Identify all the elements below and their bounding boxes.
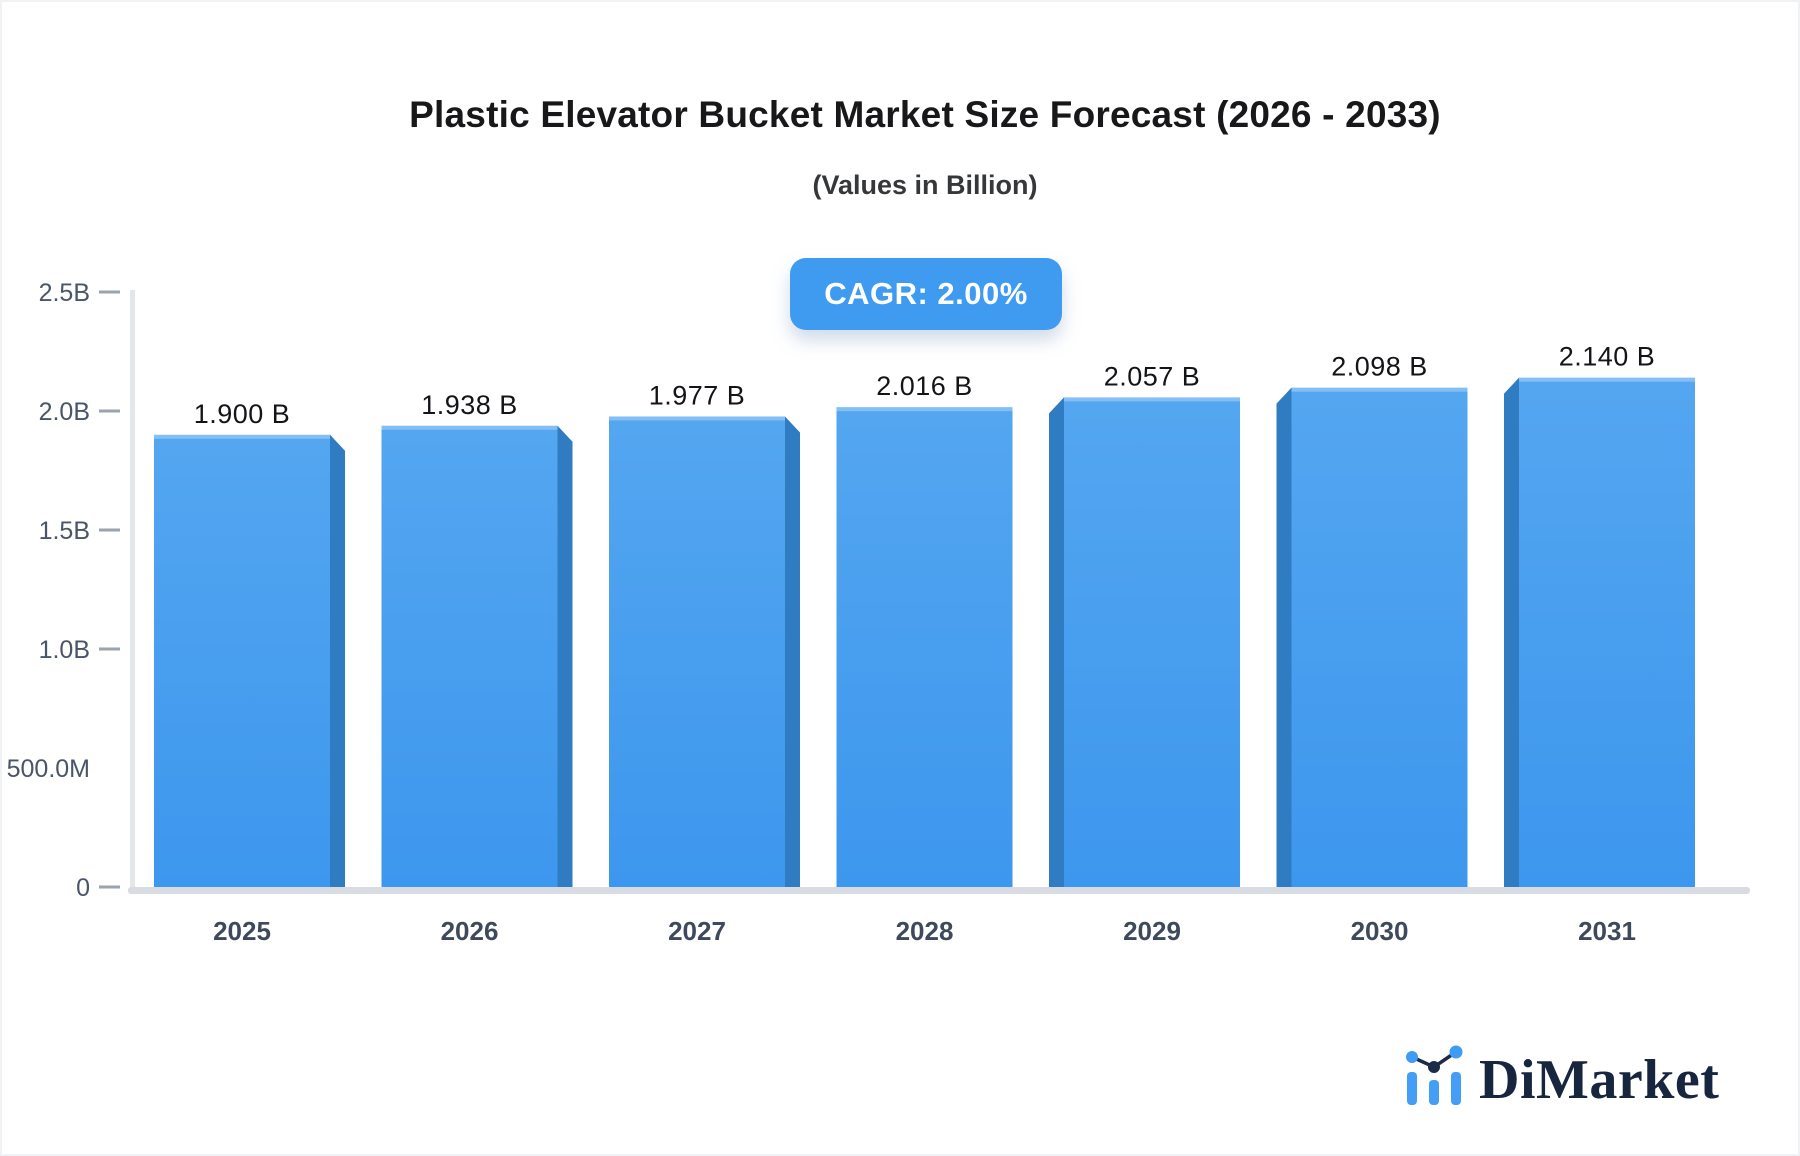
bar-top-highlight <box>1519 377 1695 382</box>
cagr-badge: CAGR: 2.00% <box>790 258 1062 330</box>
bar-2031 <box>1519 377 1695 887</box>
bar-side-2031 <box>1504 377 1519 887</box>
bar-side-2030 <box>1276 387 1292 887</box>
bar-side-2026 <box>557 425 573 887</box>
logo-bar-middle <box>1429 1080 1439 1105</box>
x-axis-line <box>128 887 1750 894</box>
y-tick-label: 500.0M <box>7 755 90 783</box>
x-axis-label: 2025 <box>213 916 271 946</box>
bar-chart-logo-icon <box>1406 1045 1463 1105</box>
logo-dot-right <box>1449 1045 1463 1059</box>
x-axis-label: 2030 <box>1351 916 1409 946</box>
bar-2029 <box>1064 397 1240 887</box>
y-tick-dash <box>99 290 120 294</box>
bar-2028 <box>836 407 1013 887</box>
bar-2030 <box>1291 387 1468 887</box>
bar-top-highlight <box>1291 387 1468 392</box>
y-tick-dash <box>99 409 120 413</box>
x-axis-label: 2026 <box>441 916 499 946</box>
y-tick-dash <box>99 885 120 889</box>
bar-value-label: 2.016 B <box>876 371 973 401</box>
y-tick-dash <box>99 528 120 532</box>
bar-top-highlight <box>836 407 1013 412</box>
bar-top-highlight <box>1064 397 1240 402</box>
bar-value-label: 2.098 B <box>1331 352 1428 382</box>
bar-value-label: 2.057 B <box>1104 361 1201 391</box>
bar-value-label: 1.977 B <box>649 380 746 410</box>
bar-2027 <box>609 416 785 887</box>
brand-logo: DiMarket <box>1406 1042 1719 1108</box>
logo-bar-left <box>1407 1072 1417 1105</box>
y-tick-label: 1.0B <box>39 636 90 664</box>
bar-value-label: 1.900 B <box>194 399 291 429</box>
y-tick-label: 0 <box>76 874 90 902</box>
logo-dot-middle <box>1428 1061 1440 1073</box>
brand-name: DiMarket <box>1479 1049 1720 1111</box>
y-tick-label: 2.0B <box>39 398 90 426</box>
x-axis-label: 2031 <box>1578 916 1636 946</box>
bar-top-highlight <box>609 416 785 421</box>
y-tick-label: 2.5B <box>39 279 90 307</box>
y-tick-label: 1.5B <box>39 517 90 545</box>
x-axis-label: 2027 <box>668 916 726 946</box>
bar-top-highlight <box>154 434 330 439</box>
logo-dot-left <box>1406 1051 1418 1063</box>
bar-2025 <box>154 434 330 887</box>
bar-side-2027 <box>785 416 800 887</box>
logo-bar-right <box>1451 1072 1461 1105</box>
bar-side-2029 <box>1049 397 1064 887</box>
bar-2026 <box>381 425 558 887</box>
page-subtitle: (Values in Billion) <box>812 170 1038 200</box>
x-axis-label: 2028 <box>896 916 954 946</box>
bar-value-label: 2.140 B <box>1559 342 1656 372</box>
page-title: Plastic Elevator Bucket Market Size Fore… <box>409 94 1441 135</box>
y-axis-line <box>130 290 135 893</box>
bar-top-highlight <box>381 425 558 430</box>
y-tick-dash <box>99 647 120 651</box>
bar-value-label: 1.938 B <box>421 390 518 420</box>
bar-side-2025 <box>330 434 345 887</box>
x-axis-label: 2029 <box>1123 916 1181 946</box>
